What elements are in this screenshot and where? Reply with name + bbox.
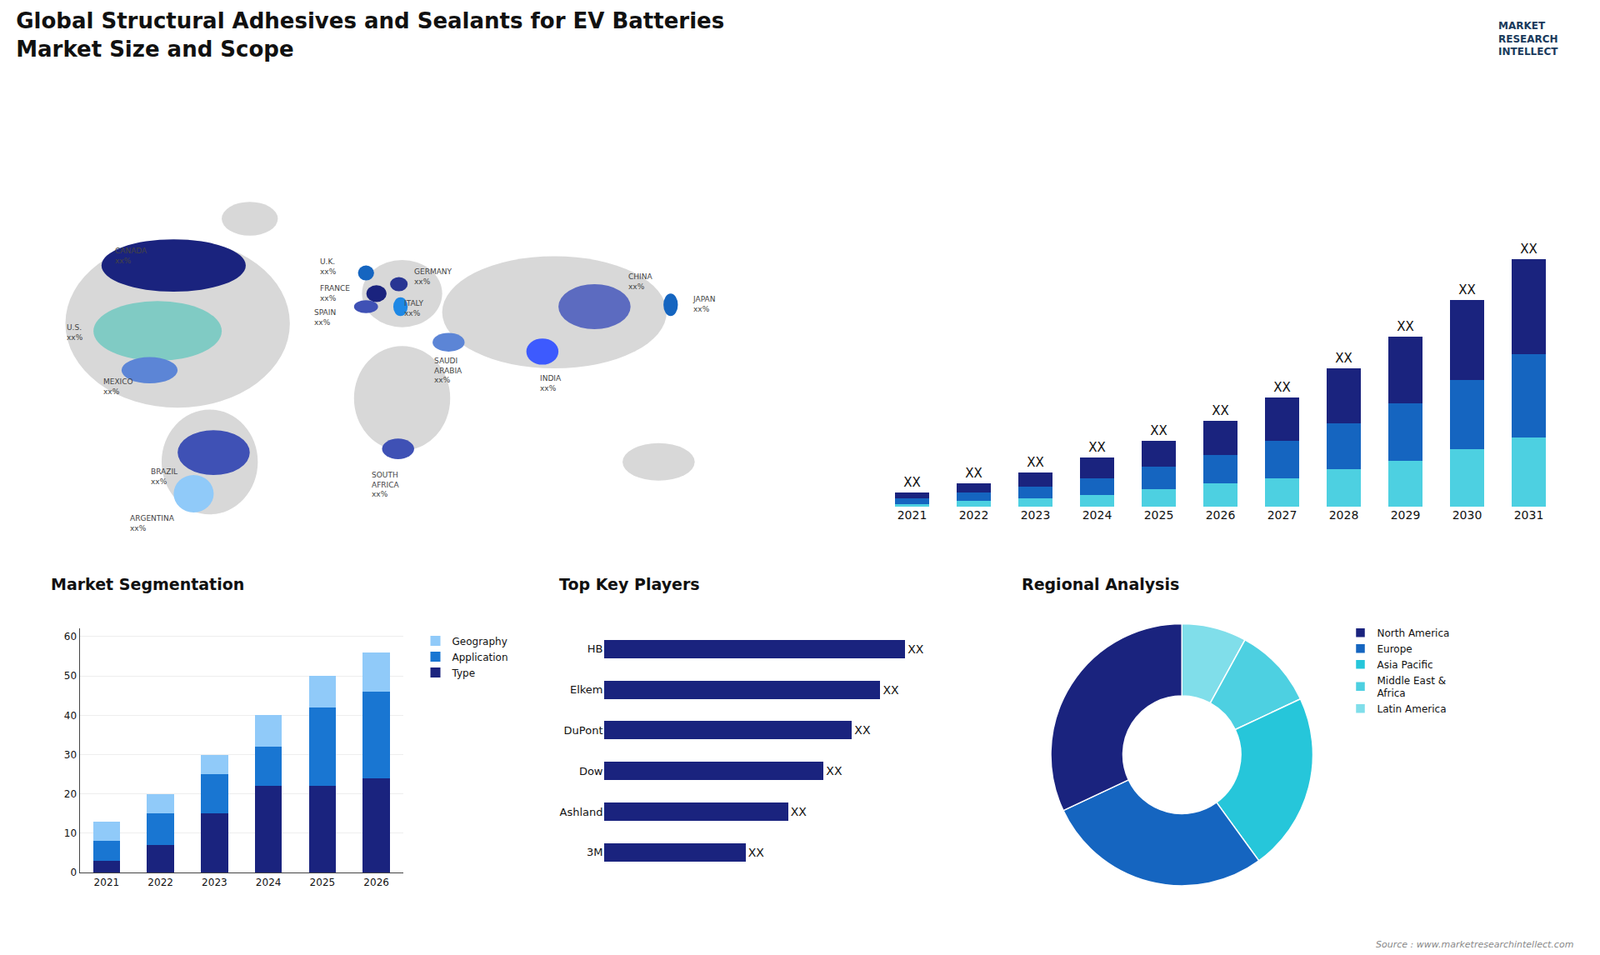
svg-text:XX: XX (903, 475, 921, 490)
svg-text:SOUTHAFRICAxx%: SOUTHAFRICAxx% (371, 470, 400, 499)
svg-text:2022: 2022 (147, 876, 174, 889)
svg-text:FRANCExx%: FRANCExx% (320, 284, 350, 303)
svg-text:2023: 2023 (1020, 508, 1051, 522)
svg-text:2024: 2024 (255, 876, 282, 889)
svg-text:2026: 2026 (363, 876, 390, 889)
svg-text:XX: XX (1458, 282, 1476, 298)
svg-text:XX: XX (1211, 403, 1230, 419)
svg-text:2026: 2026 (1205, 508, 1236, 522)
svg-text:2028: 2028 (1329, 508, 1360, 522)
svg-text:Europe: Europe (1377, 643, 1413, 655)
svg-text:XX: XX (965, 465, 983, 481)
svg-text:10: 10 (64, 827, 77, 840)
svg-text:2030: 2030 (1452, 508, 1483, 522)
svg-text:GERMANYxx%: GERMANYxx% (414, 267, 453, 286)
svg-text:ARGENTINAxx%: ARGENTINAxx% (130, 514, 175, 533)
svg-text:2022: 2022 (959, 508, 990, 522)
svg-text:Type: Type (451, 667, 476, 680)
svg-text:XX: XX (854, 723, 871, 737)
svg-text:Market Segmentation: Market Segmentation (50, 575, 245, 594)
svg-text:Regional Analysis: Regional Analysis (1021, 575, 1180, 594)
svg-text:Geography: Geography (452, 635, 508, 648)
svg-text:40: 40 (64, 710, 77, 722)
svg-text:XX: XX (1335, 350, 1353, 366)
svg-text:60: 60 (64, 630, 77, 643)
svg-text:30: 30 (64, 749, 77, 761)
svg-text:Elkem: Elkem (570, 683, 604, 696)
svg-text:2025: 2025 (1144, 508, 1175, 522)
svg-text:North America: North America (1377, 627, 1450, 640)
svg-text:JAPANxx%: JAPANxx% (692, 295, 715, 314)
svg-text:CHINAxx%: CHINAxx% (628, 272, 653, 291)
svg-text:MARKETRESEARCHINTELLECT: MARKETRESEARCHINTELLECT (1498, 20, 1559, 58)
svg-text:HB: HB (587, 642, 604, 655)
svg-text:SAUDIARABIAxx%: SAUDIARABIAxx% (434, 356, 463, 385)
svg-text:50: 50 (64, 670, 77, 682)
svg-text:XX: XX (825, 764, 843, 778)
svg-text:XX: XX (882, 683, 900, 697)
svg-text:2021: 2021 (94, 876, 120, 889)
svg-text:2031: 2031 (1514, 508, 1545, 522)
svg-text:XX: XX (1396, 319, 1415, 335)
svg-text:2023: 2023 (201, 876, 228, 889)
svg-text:2024: 2024 (1082, 508, 1113, 522)
svg-text:INDIAxx%: INDIAxx% (540, 374, 562, 393)
svg-text:ITALYxx%: ITALYxx% (404, 299, 424, 318)
svg-text:XX: XX (1026, 455, 1045, 470)
svg-text:Top Key Players: Top Key Players (559, 575, 700, 594)
svg-text:20: 20 (64, 788, 77, 800)
svg-text:BRAZILxx%: BRAZILxx% (150, 467, 178, 486)
svg-text:U.S.xx%: U.S.xx% (66, 323, 84, 342)
svg-text:Global Structural Adhesives an: Global Structural Adhesives and Sealants… (15, 8, 725, 62)
svg-text:CANADAxx%: CANADAxx% (115, 246, 148, 265)
svg-text:3M: 3M (586, 845, 604, 859)
svg-text:SPAINxx%: SPAINxx% (314, 308, 336, 327)
svg-text:2025: 2025 (310, 876, 336, 889)
svg-text:XX: XX (790, 805, 808, 819)
svg-text:Source : www.marketresearchint: Source : www.marketresearchintellect.com (1375, 939, 1574, 950)
svg-text:2021: 2021 (897, 508, 928, 522)
svg-text:XX: XX (1273, 380, 1291, 395)
svg-text:Latin America: Latin America (1377, 703, 1447, 715)
svg-text:MEXICOxx%: MEXICOxx% (103, 377, 134, 396)
svg-text:U.K.xx%: U.K.xx% (320, 257, 337, 276)
svg-text:2027: 2027 (1267, 508, 1298, 522)
svg-text:XX: XX (748, 845, 765, 860)
svg-text:XX: XX (1150, 423, 1168, 439)
svg-text:Middle East &Africa: Middle East &Africa (1377, 675, 1447, 700)
svg-text:XX: XX (1520, 241, 1538, 257)
svg-text:2029: 2029 (1390, 508, 1421, 522)
svg-text:Ashland: Ashland (560, 805, 604, 819)
svg-text:0: 0 (70, 866, 77, 879)
svg-text:Application: Application (452, 651, 509, 664)
svg-text:DuPont: DuPont (564, 724, 604, 737)
svg-text:Dow: Dow (579, 765, 604, 778)
svg-text:XX: XX (1088, 440, 1106, 455)
svg-text:XX: XX (907, 642, 925, 656)
svg-text:Asia Pacific: Asia Pacific (1377, 659, 1434, 671)
